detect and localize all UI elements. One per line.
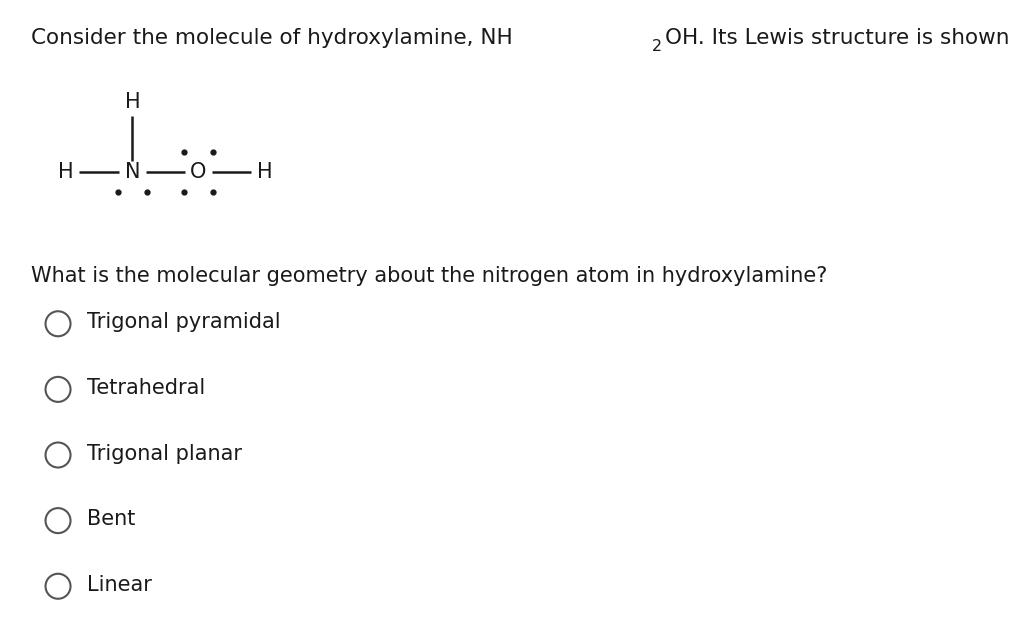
Text: 2: 2 xyxy=(653,39,663,54)
Text: Bent: Bent xyxy=(87,509,135,529)
Text: Tetrahedral: Tetrahedral xyxy=(87,378,205,398)
Text: What is the molecular geometry about the nitrogen atom in hydroxylamine?: What is the molecular geometry about the… xyxy=(31,266,827,286)
Text: Trigonal planar: Trigonal planar xyxy=(87,444,241,464)
Text: N: N xyxy=(124,162,140,182)
Text: Trigonal pyramidal: Trigonal pyramidal xyxy=(87,312,280,332)
Text: H: H xyxy=(257,162,273,182)
Text: Linear: Linear xyxy=(87,575,152,595)
Text: Consider the molecule of hydroxylamine, NH: Consider the molecule of hydroxylamine, … xyxy=(31,28,512,48)
Text: H: H xyxy=(124,92,140,112)
Text: H: H xyxy=(58,162,74,182)
Text: O: O xyxy=(190,162,207,182)
Text: OH. Its Lewis structure is shown: OH. Its Lewis structure is shown xyxy=(665,28,1010,48)
